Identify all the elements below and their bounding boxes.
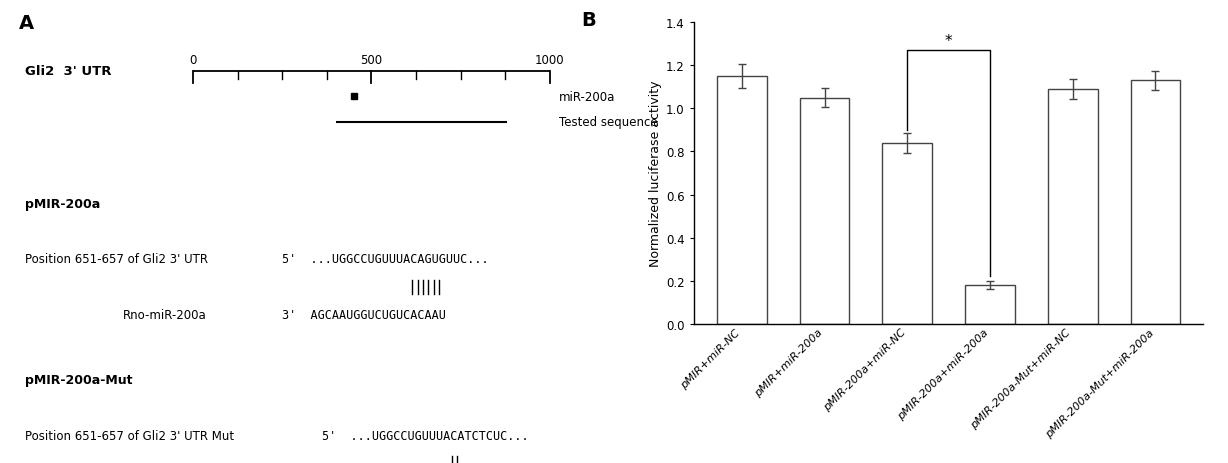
Text: Position 651-657 of Gli2 3' UTR Mut: Position 651-657 of Gli2 3' UTR Mut: [25, 429, 233, 442]
Text: 5'  ...UGGCCUGUUUACATCTCUC...: 5' ...UGGCCUGUUUACATCTCUC...: [322, 429, 529, 442]
Text: 0: 0: [189, 54, 198, 67]
Text: pMIR-200a-Mut: pMIR-200a-Mut: [25, 373, 133, 386]
Text: 5'  ...UGGCCUGUUUACAGUGUUC...: 5' ...UGGCCUGUUUACAGUGUUC...: [282, 253, 489, 266]
Bar: [1047, 90, 1098, 324]
Text: 1000: 1000: [534, 54, 565, 67]
Y-axis label: Normalized luciferase activity: Normalized luciferase activity: [648, 81, 662, 267]
Text: Position 651-657 of Gli2 3' UTR: Position 651-657 of Gli2 3' UTR: [25, 253, 208, 266]
Text: 3'  AGCAAUGGUCUGUCACAAU: 3' AGCAAUGGUCUGUCACAAU: [282, 308, 446, 321]
Text: miR-200a: miR-200a: [559, 91, 615, 104]
Text: A: A: [18, 14, 33, 33]
Text: B: B: [582, 11, 597, 30]
Text: Tested sequence: Tested sequence: [559, 116, 657, 129]
Text: Gli2  3' UTR: Gli2 3' UTR: [25, 65, 111, 78]
Text: 500: 500: [360, 54, 383, 67]
Text: *: *: [944, 34, 953, 49]
Bar: [717, 77, 766, 324]
Bar: [883, 144, 932, 324]
Text: Rno-miR-200a: Rno-miR-200a: [123, 308, 206, 321]
Bar: [799, 99, 850, 324]
Text: pMIR-200a: pMIR-200a: [25, 197, 99, 210]
Bar: [965, 285, 1014, 324]
Bar: [1131, 81, 1180, 324]
